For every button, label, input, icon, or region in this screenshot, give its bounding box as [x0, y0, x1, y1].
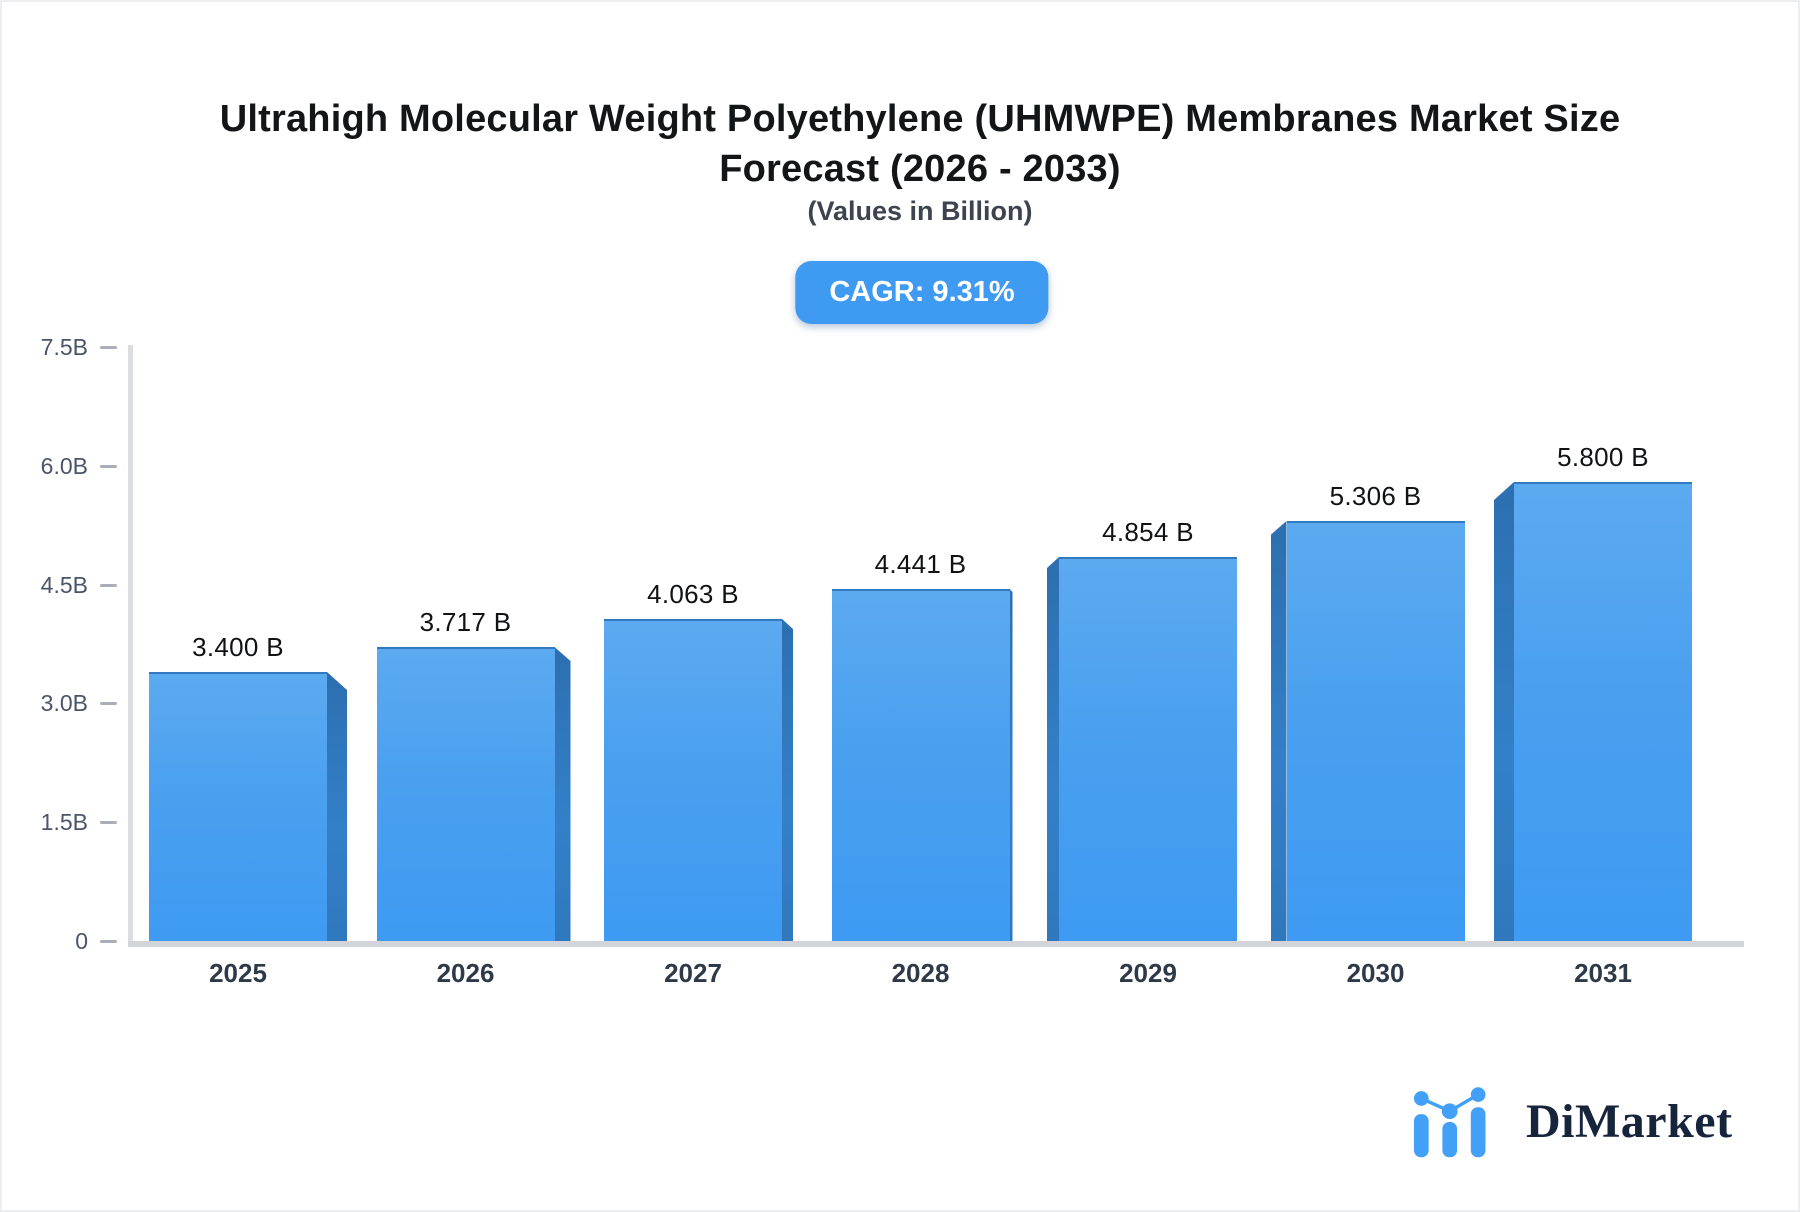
cagr-badge: CAGR: 9.31% [795, 261, 1049, 324]
page-title-line2: Forecast (2026 - 2033) [719, 148, 1121, 190]
y-axis-tick-mark [100, 940, 117, 943]
bar[interactable] [376, 647, 555, 941]
chart-subtitle: (Values in Billion) [807, 196, 1033, 226]
page-title-line1: Ultrahigh Molecular Weight Polyethylene … [219, 98, 1621, 140]
bar[interactable] [1059, 557, 1237, 941]
bar-3d-side [327, 672, 347, 941]
bar-value-label: 4.854 B [1102, 517, 1194, 547]
y-axis-tick-mark [100, 702, 117, 706]
bar-3d-side [782, 619, 793, 941]
bar-3d-side [1494, 482, 1514, 941]
y-axis-tick-mark [100, 583, 117, 587]
bar-3d-side [1047, 557, 1059, 941]
x-axis-label: 2028 [891, 958, 950, 988]
y-axis-tick-label: 4.5B [40, 571, 88, 598]
bar-3d-side [554, 647, 571, 941]
y-axis-tick-label: 6.0B [40, 452, 88, 479]
bar-value-label: 4.441 B [874, 549, 967, 579]
page-title: Ultrahigh Molecular Weight Polyethylene … [120, 94, 1720, 194]
bar-value-label: 5.800 B [1557, 442, 1649, 472]
x-axis-label: 2031 [1574, 958, 1632, 988]
bar[interactable] [604, 619, 782, 941]
bar[interactable] [1286, 521, 1465, 941]
y-axis-tick-mark [100, 464, 117, 468]
y-axis-tick-label: 7.5B [40, 334, 88, 360]
x-axis-label: 2030 [1346, 958, 1405, 988]
x-axis-label: 2025 [209, 958, 267, 988]
x-axis-label: 2026 [436, 958, 495, 988]
y-axis-tick-mark [100, 821, 117, 825]
bar-value-label: 5.306 B [1329, 481, 1422, 511]
y-axis-line [128, 345, 133, 947]
x-axis-label: 2029 [1119, 958, 1177, 988]
x-axis-label: 2027 [664, 958, 722, 988]
bar-value-label: 3.717 B [419, 607, 512, 637]
y-axis-tick-label: 1.5B [40, 809, 88, 836]
bar-chart-logo-icon [1413, 1087, 1486, 1158]
y-axis-tick-mark [100, 346, 117, 349]
bar[interactable] [1514, 482, 1692, 941]
bar-3d-side [1009, 589, 1013, 941]
y-axis-tick-label: 3.0B [40, 690, 88, 717]
x-axis-line [128, 941, 1744, 947]
bar-value-label: 3.400 B [192, 632, 284, 662]
bar-3d-side [1270, 521, 1287, 941]
dimarket-logo[interactable]: DiMarket [1412, 1086, 1733, 1158]
y-axis-tick-label: 0 [75, 928, 88, 954]
bar[interactable] [149, 672, 327, 941]
bar-value-label: 4.063 B [647, 579, 739, 609]
bar[interactable] [831, 589, 1010, 941]
logo-text: DiMarket [1526, 1095, 1733, 1148]
